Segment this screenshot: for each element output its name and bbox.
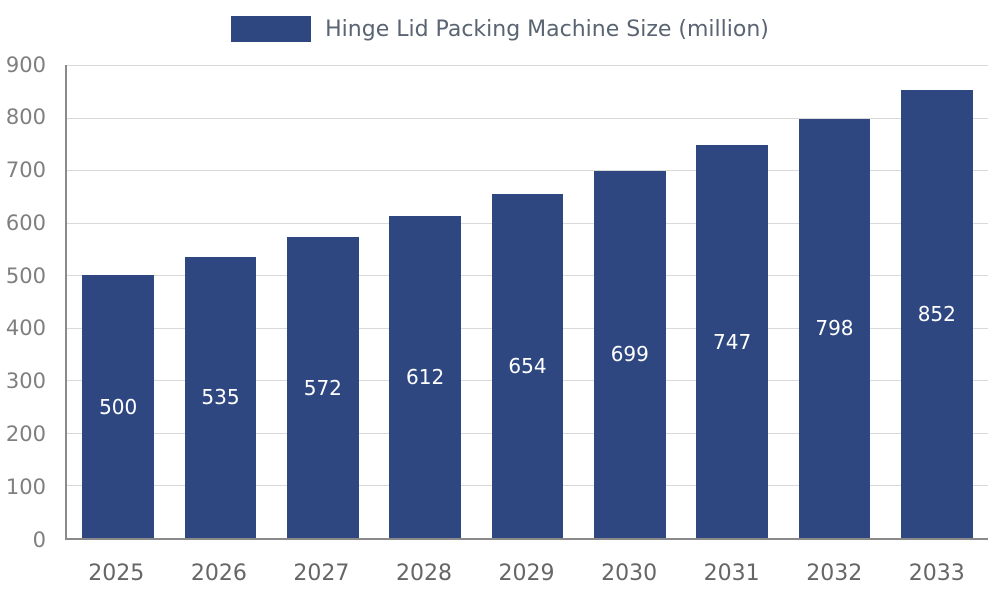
y-tick-label: 800 — [5, 105, 46, 130]
x-tick-label: 2026 — [190, 561, 247, 586]
y-tick-label: 300 — [5, 369, 46, 394]
bar-2031: 747 — [696, 145, 768, 538]
x-tick-label: 2027 — [293, 561, 350, 586]
bar-value-label: 612 — [406, 365, 445, 390]
x-tick-label: 2028 — [395, 561, 452, 586]
y-tick-label: 600 — [5, 210, 46, 235]
bar-slot: 535 — [169, 65, 271, 538]
bar-2025: 500 — [82, 275, 154, 538]
bar-value-label: 798 — [815, 316, 854, 341]
bar-2027: 572 — [287, 237, 359, 538]
grid-line — [67, 65, 988, 66]
chart-title: Hinge Lid Packing Machine Size (million) — [325, 16, 769, 42]
bar-slot: 612 — [374, 65, 476, 538]
bar-value-label: 852 — [917, 302, 956, 327]
bar-value-label: 654 — [508, 354, 547, 379]
y-tick-label: 900 — [5, 52, 46, 77]
bar-2030: 699 — [593, 170, 666, 538]
y-axis-labels: 0 100 200 300 400 500 600 700 800 900 — [0, 54, 56, 550]
x-tick-label: 2029 — [498, 561, 555, 586]
bar-slot: 699 — [579, 65, 681, 538]
x-tick-label: 2031 — [703, 561, 760, 586]
y-tick-label: 700 — [5, 158, 46, 183]
plot-area: 500 535 572 612 654 699 747 798 852 — [65, 65, 988, 540]
bars-container: 500 535 572 612 654 699 747 798 852 — [67, 65, 988, 538]
bar-slot: 572 — [272, 65, 374, 538]
bar-slot: 654 — [476, 65, 578, 538]
bar-value-label: 747 — [713, 329, 752, 354]
y-tick-label: 500 — [5, 263, 46, 288]
bar-value-label: 572 — [303, 375, 342, 400]
x-tick-label: 2030 — [601, 561, 658, 586]
bar-2026: 535 — [184, 256, 257, 538]
bar-2029: 654 — [491, 194, 564, 538]
y-tick-label: 200 — [5, 421, 46, 446]
x-axis-labels: 2025 2026 2027 2028 2029 2030 2031 2032 2033 — [65, 561, 988, 586]
bar-2028: 612 — [389, 216, 461, 538]
x-tick-label: 2033 — [908, 561, 965, 586]
chart-legend: Hinge Lid Packing Machine Size (million) — [0, 14, 1000, 44]
legend-swatch — [231, 16, 312, 42]
x-tick-label: 2032 — [806, 561, 863, 586]
bar-slot: 500 — [67, 65, 169, 538]
grid-line — [67, 117, 988, 119]
bar-value-label: 699 — [610, 342, 649, 367]
x-tick-label: 2025 — [88, 561, 145, 586]
bar-value-label: 535 — [201, 385, 240, 410]
bar-slot: 798 — [783, 65, 885, 538]
bar-slot: 852 — [886, 65, 988, 538]
bar-slot: 747 — [681, 65, 783, 538]
grid-line — [67, 170, 988, 172]
y-tick-label: 100 — [5, 474, 46, 499]
y-tick-label: 0 — [32, 527, 46, 552]
bar-value-label: 500 — [99, 394, 138, 419]
y-tick-label: 400 — [5, 316, 46, 341]
bar-2033: 852 — [900, 90, 973, 538]
bar-2032: 798 — [798, 118, 871, 538]
